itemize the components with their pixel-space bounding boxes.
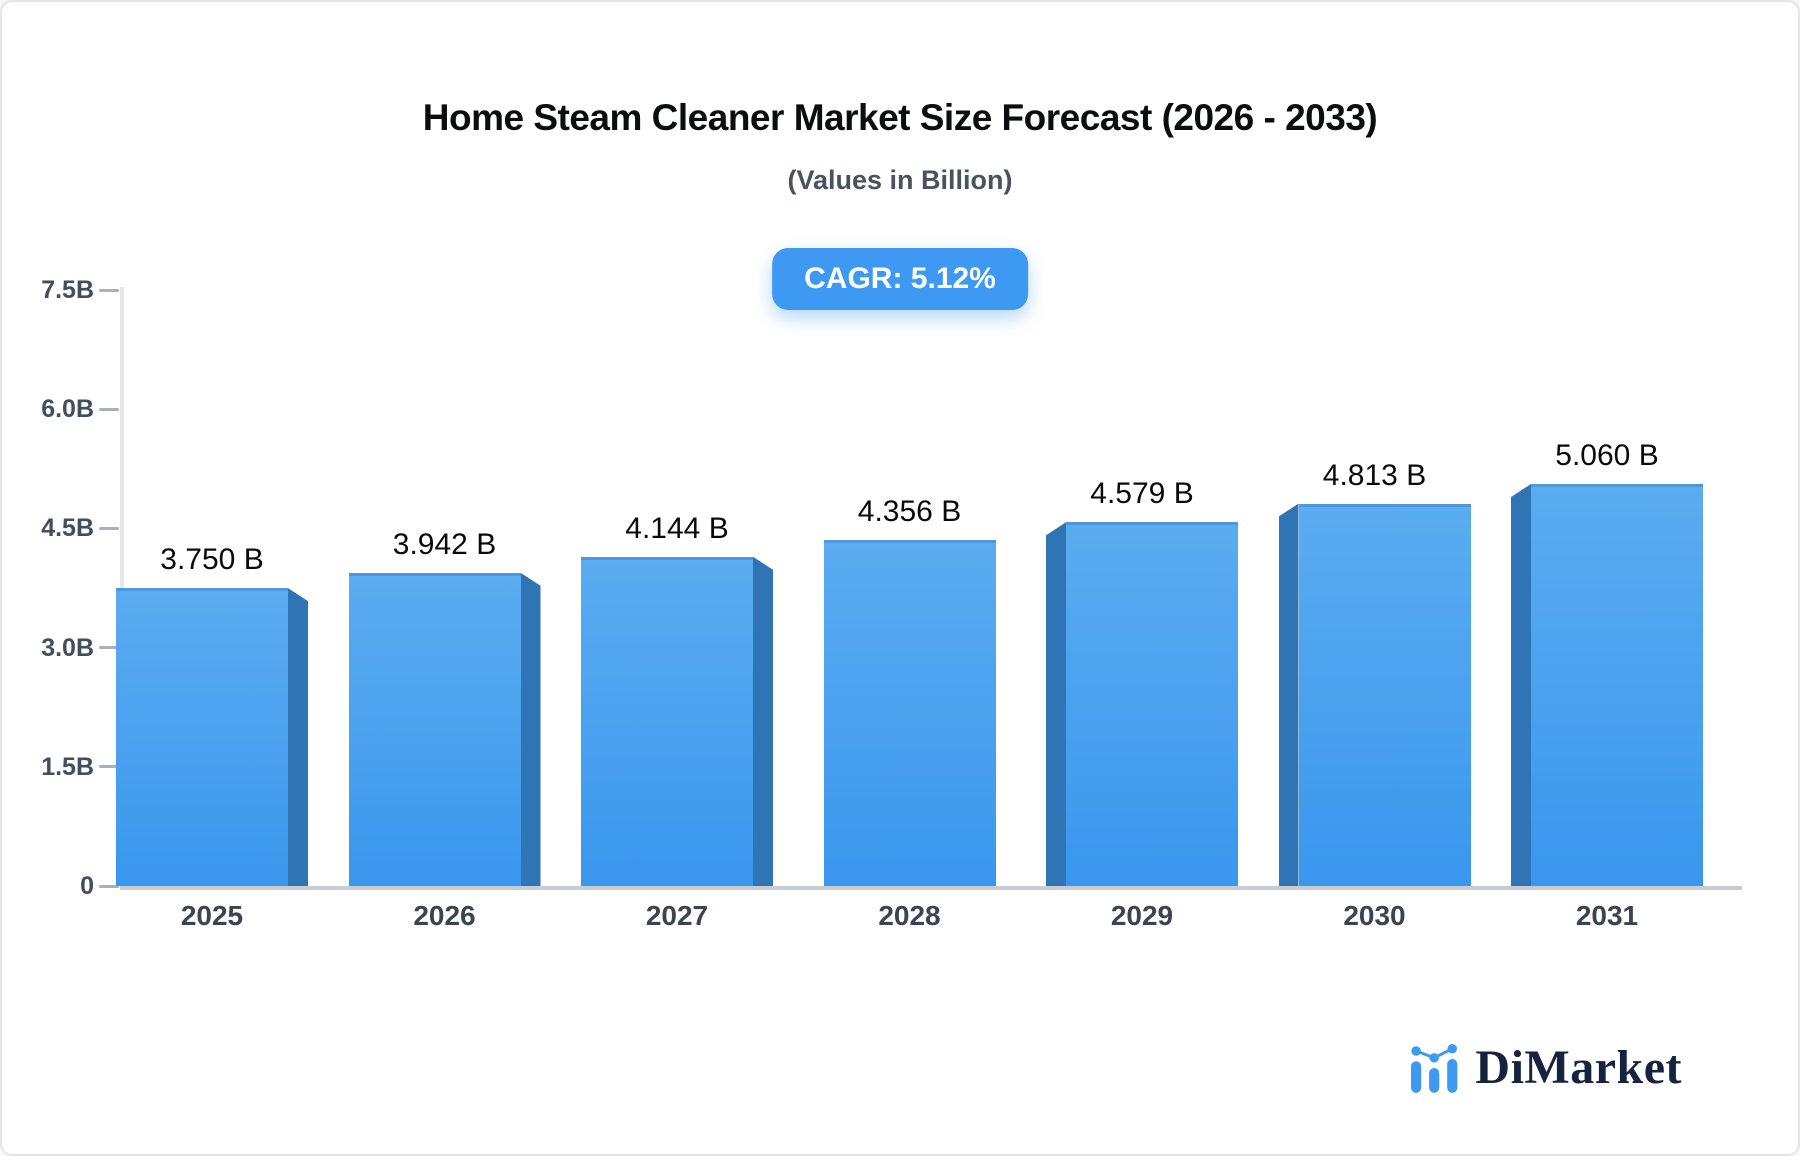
x-axis-label: 2030 [1343,900,1406,931]
y-axis-tick-mark [99,646,119,650]
bar-value-label: 4.144 B [625,511,729,545]
y-axis-tick-label: 7.5B [41,276,94,305]
x-axis-label: 2025 [180,900,244,931]
bar [814,539,1006,886]
y-axis-tick-label: 6.0B [41,395,94,424]
y-axis-tick-mark [99,407,119,411]
bar-face [1298,503,1471,886]
bar-value-label: 4.579 B [1090,477,1194,511]
x-axis-label: 2028 [878,900,941,931]
bar-value-label: 4.356 B [857,494,962,528]
bar-side-face [1046,522,1066,886]
cagr-badge: CAGR: 5.12% [772,248,1028,310]
y-axis-tick-mark [99,288,119,292]
y-axis-tick-label: 0 [80,872,94,900]
brand-name: DiMarket [1475,1041,1682,1094]
y-axis-line [120,287,124,886]
brand-logo: DiMarket [1411,1040,1682,1095]
bar-value-label: 5.060 B [1555,438,1659,472]
bar-value-label: 3.750 B [160,543,264,577]
y-axis-tick-mark [99,526,119,530]
x-axis-label: 2027 [645,900,709,931]
y-axis-tick-mark [99,884,119,888]
bar-side-face [1278,503,1299,886]
bar-face [1531,483,1703,886]
chart-title: Home Steam Cleaner Market Size Forecast … [422,97,1378,138]
y-axis-tick-label: 3.0B [41,633,94,662]
bar [348,572,541,886]
bar-face [1066,522,1238,886]
bar [1278,503,1471,886]
x-axis-label: 2029 [1110,900,1174,931]
bar-side-face [288,588,308,886]
bar-face [348,572,521,886]
x-axis-line [120,886,1742,890]
bar-chart-logo-icon [1411,1043,1458,1093]
y-axis-tick-label: 4.5B [41,514,94,543]
bar-value-label: 3.942 B [392,527,497,561]
bar [1046,522,1238,886]
x-axis-label: 2031 [1575,900,1639,931]
bar-value-label: 4.813 B [1322,458,1427,492]
chart-subtitle: (Values in Billion) [787,165,1013,195]
bar-face [116,588,288,886]
x-axis-label: 2026 [413,900,476,931]
bar [116,588,308,886]
bar-side-face [520,572,541,886]
bar-face [823,539,996,886]
y-axis-tick-label: 1.5B [41,752,94,781]
bar [581,556,773,886]
bar-side-face [1511,483,1531,886]
bar-side-face [753,556,773,886]
y-axis-tick-mark [99,765,119,769]
bar-face [581,556,753,886]
bar [1511,483,1703,886]
